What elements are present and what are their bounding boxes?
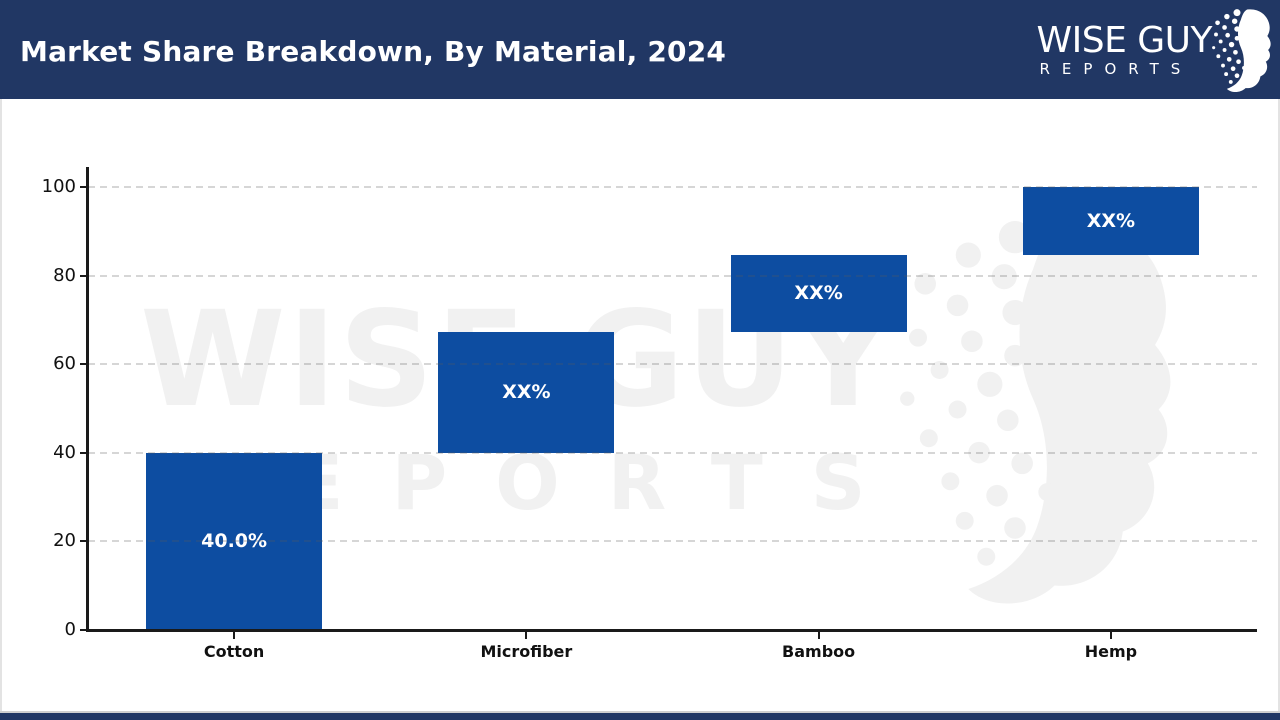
bar-value-label: XX% xyxy=(794,282,843,305)
y-tick-label: 60 xyxy=(53,353,76,375)
y-tick-label: 40 xyxy=(53,441,76,463)
bar: XX% xyxy=(438,331,615,453)
bar: XX% xyxy=(1022,187,1199,255)
gridline xyxy=(88,540,1257,543)
y-tick-label: 0 xyxy=(64,619,76,640)
x-tick xyxy=(525,632,528,639)
bar: 40.0% xyxy=(146,452,323,630)
y-tick xyxy=(80,629,87,631)
footer-bar xyxy=(0,713,1280,720)
plot: 40.0% Cotton XX% Microfiber XX% Bamboo XX% Hemp… xyxy=(0,99,1280,712)
x-tick-label: Cotton xyxy=(203,642,265,661)
card-border-right xyxy=(1278,99,1280,712)
y-tick xyxy=(80,186,87,188)
gridline xyxy=(88,274,1257,277)
wise-guy-logo: WISE GUY REPORTS xyxy=(1037,0,1273,99)
card-border-left xyxy=(0,99,2,712)
x-axis xyxy=(86,629,1257,632)
y-tick xyxy=(80,540,87,543)
logo-text: WISE GUY REPORTS xyxy=(1036,19,1213,78)
y-tick-label: 100 xyxy=(41,176,76,197)
gridline xyxy=(88,451,1257,454)
x-tick xyxy=(233,632,236,639)
chart-header: Market Share Breakdown, By Material, 202… xyxy=(0,0,1280,99)
x-tick-label: Microfiber xyxy=(480,642,573,661)
chart-title: Market Share Breakdown, By Material, 202… xyxy=(20,35,727,68)
gridline xyxy=(88,186,1257,188)
bar-value-label: XX% xyxy=(1086,209,1136,232)
logo-subtext: REPORTS xyxy=(1039,59,1193,78)
x-tick xyxy=(1109,632,1112,639)
footer-hairline xyxy=(0,711,1280,713)
x-tick xyxy=(817,632,820,639)
y-tick-label: 80 xyxy=(53,264,76,286)
y-tick xyxy=(80,274,87,277)
x-tick-label: Bamboo xyxy=(782,642,856,661)
logo-face-icon xyxy=(1212,8,1271,92)
y-tick-label: 20 xyxy=(53,530,76,552)
y-axis xyxy=(86,167,89,632)
bar-value-label: 40.0% xyxy=(201,530,268,553)
y-tick xyxy=(80,363,87,366)
logo-wordmark: WISE GUY xyxy=(1036,19,1213,61)
y-tick xyxy=(80,451,87,454)
x-tick-label: Hemp xyxy=(1084,642,1138,661)
bar: XX% xyxy=(730,254,907,332)
gridline xyxy=(88,363,1257,366)
bar-value-label: XX% xyxy=(502,381,551,404)
